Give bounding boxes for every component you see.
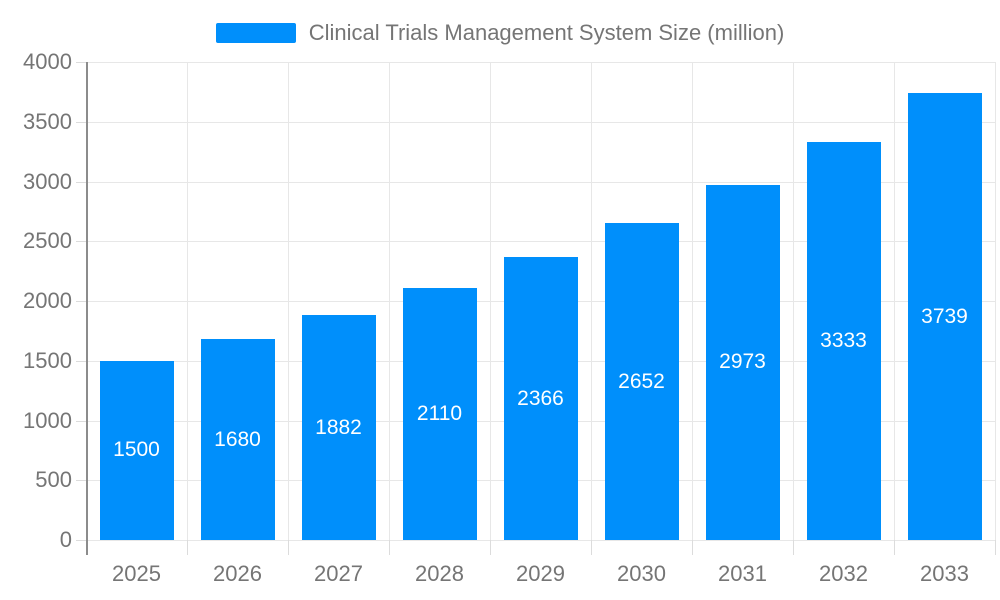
x-axis-tick-label: 2026: [213, 561, 262, 586]
h-gridline: [86, 62, 995, 63]
v-gridline: [995, 62, 996, 540]
h-gridline: [86, 540, 995, 541]
y-axis-tick-label: 1000: [23, 408, 72, 433]
bar[interactable]: 2110: [402, 287, 477, 540]
x-axis-tick: [894, 540, 895, 555]
x-axis-tick-label: 2027: [314, 561, 363, 586]
x-axis-tick: [187, 540, 188, 555]
x-axis-tick: [692, 540, 693, 555]
y-axis-tick: [76, 421, 86, 422]
y-axis-tick-label: 4000: [23, 49, 72, 74]
x-axis-tick-label: 2031: [718, 561, 767, 586]
bar[interactable]: 2973: [705, 184, 780, 540]
h-gridline: [86, 241, 995, 242]
y-axis-tick-label: 2000: [23, 288, 72, 313]
legend-item[interactable]: Clinical Trials Management System Size (…: [0, 18, 1000, 48]
v-gridline: [793, 62, 794, 540]
h-gridline: [86, 182, 995, 183]
bar-value-label: 3333: [820, 328, 867, 352]
y-axis-tick-label: 500: [35, 467, 72, 492]
bar-value-label: 3739: [921, 304, 968, 328]
v-gridline: [692, 62, 693, 540]
x-axis-tick: [793, 540, 794, 555]
legend-swatch-icon: [215, 23, 296, 43]
y-axis-tick-label: 3000: [23, 169, 72, 194]
bar-value-label: 1882: [315, 415, 362, 439]
y-axis-tick-label: 0: [59, 527, 72, 552]
bar-value-label: 2652: [618, 369, 665, 393]
x-axis-tick-label: 2028: [415, 561, 464, 586]
h-gridline: [86, 122, 995, 123]
bar-value-label: 2110: [416, 401, 463, 425]
y-axis-tick: [76, 540, 86, 541]
y-axis-tick: [76, 122, 86, 123]
y-axis-tick: [76, 361, 86, 362]
legend-label: Clinical Trials Management System Size (…: [308, 20, 785, 45]
v-gridline: [490, 62, 491, 540]
v-gridline: [288, 62, 289, 540]
y-axis-tick-label: 2500: [23, 228, 72, 253]
x-axis-tick: [995, 540, 996, 555]
y-axis-tick-label: 3500: [23, 109, 72, 134]
bar[interactable]: 2652: [604, 223, 679, 540]
bar[interactable]: 1500: [99, 360, 174, 541]
bar[interactable]: 1680: [200, 339, 275, 540]
y-axis-tick: [76, 480, 86, 481]
y-axis-tick: [76, 182, 86, 183]
v-gridline: [591, 62, 592, 540]
bar[interactable]: 1882: [301, 315, 376, 540]
x-axis-tick: [490, 540, 491, 555]
y-axis-tick: [76, 301, 86, 302]
x-axis-tick: [288, 540, 289, 555]
y-axis-tick-label: 1500: [23, 348, 72, 373]
y-axis-tick: [76, 62, 86, 63]
x-axis-tick: [389, 540, 390, 555]
x-axis-tick-label: 2033: [920, 561, 969, 586]
bar[interactable]: 2366: [503, 257, 578, 540]
x-axis-tick-label: 2029: [516, 561, 565, 586]
bar-value-label: 1500: [113, 438, 160, 462]
x-axis-tick-label: 2032: [819, 561, 868, 586]
x-axis-tick-label: 2025: [112, 561, 161, 586]
x-axis-tick: [591, 540, 592, 555]
v-gridline: [187, 62, 188, 540]
v-gridline: [389, 62, 390, 540]
bar[interactable]: 3333: [806, 141, 881, 540]
bar-value-label: 2366: [517, 386, 564, 410]
v-gridline: [894, 62, 895, 540]
x-axis-tick-label: 2030: [617, 561, 666, 586]
y-axis-tick: [76, 241, 86, 242]
bar[interactable]: 3739: [907, 93, 982, 540]
y-axis-line: [86, 62, 88, 555]
bar-value-label: 1680: [214, 427, 261, 451]
bar-value-label: 2973: [719, 350, 766, 374]
